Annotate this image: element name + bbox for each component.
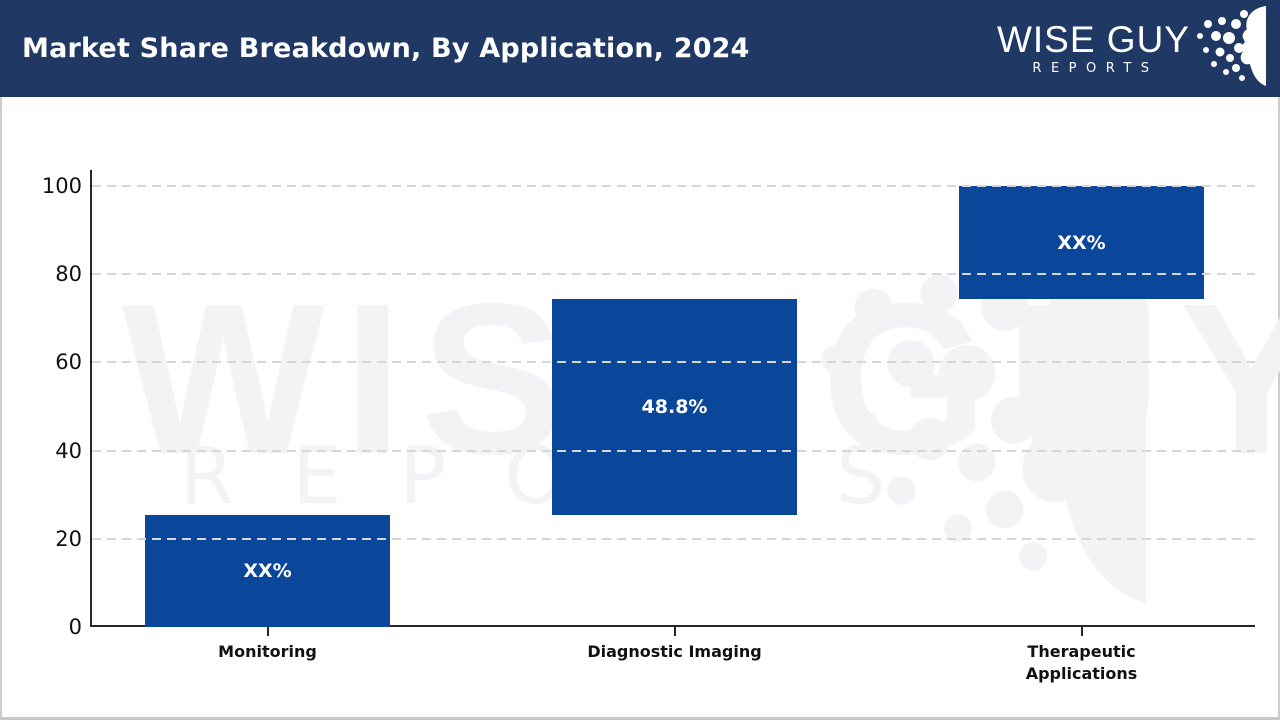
brand-logo-text: WISE GUY REPORTS xyxy=(997,21,1190,76)
y-tick-label: 60 xyxy=(55,350,82,375)
x-axis-tick xyxy=(266,627,269,636)
bar-diagnostic-imaging: 48.8% xyxy=(552,299,797,515)
y-tick-label: 0 xyxy=(68,615,82,639)
page-title: Market Share Breakdown, By Application, … xyxy=(22,33,750,64)
x-axis-tick xyxy=(673,627,676,636)
gridline-y-60 xyxy=(92,361,1255,364)
y-tick-label: 80 xyxy=(55,262,82,287)
bar-value-label: XX% xyxy=(243,559,292,582)
x-category-label-diagnostic-imaging: Diagnostic Imaging xyxy=(587,642,762,661)
bar-therapeutic-applications: XX% xyxy=(959,186,1204,300)
brand-subname: REPORTS xyxy=(1032,61,1159,76)
bar-value-label: XX% xyxy=(1057,231,1106,254)
face-dots-icon xyxy=(1192,4,1266,94)
y-tick-label: 40 xyxy=(55,438,82,463)
bar-value-label: 48.8% xyxy=(641,395,708,418)
brand-logo: WISE GUY REPORTS xyxy=(997,4,1266,94)
y-tick-label: 100 xyxy=(41,174,82,198)
gridline-y-100 xyxy=(92,185,1255,187)
bar-monitoring: XX% xyxy=(145,514,390,627)
gridline-y-40 xyxy=(92,449,1255,452)
y-tick-label: 20 xyxy=(55,526,82,551)
chart-plot-area: 0 20 40 60 80 100 XX% Monitoring 48.8% Diagnostic… xyxy=(42,170,1255,683)
x-axis-tick xyxy=(1080,627,1083,636)
x-category-label-therapeutic-applications: Therapeutic Applications xyxy=(1025,642,1138,683)
x-category-label-monitoring: Monitoring xyxy=(218,642,317,661)
brand-name: WISE GUY xyxy=(996,19,1190,60)
gridline-y-20 xyxy=(92,537,1255,540)
gridline-y-80 xyxy=(92,273,1255,276)
header-bar: Market Share Breakdown, By Application, … xyxy=(0,0,1280,97)
